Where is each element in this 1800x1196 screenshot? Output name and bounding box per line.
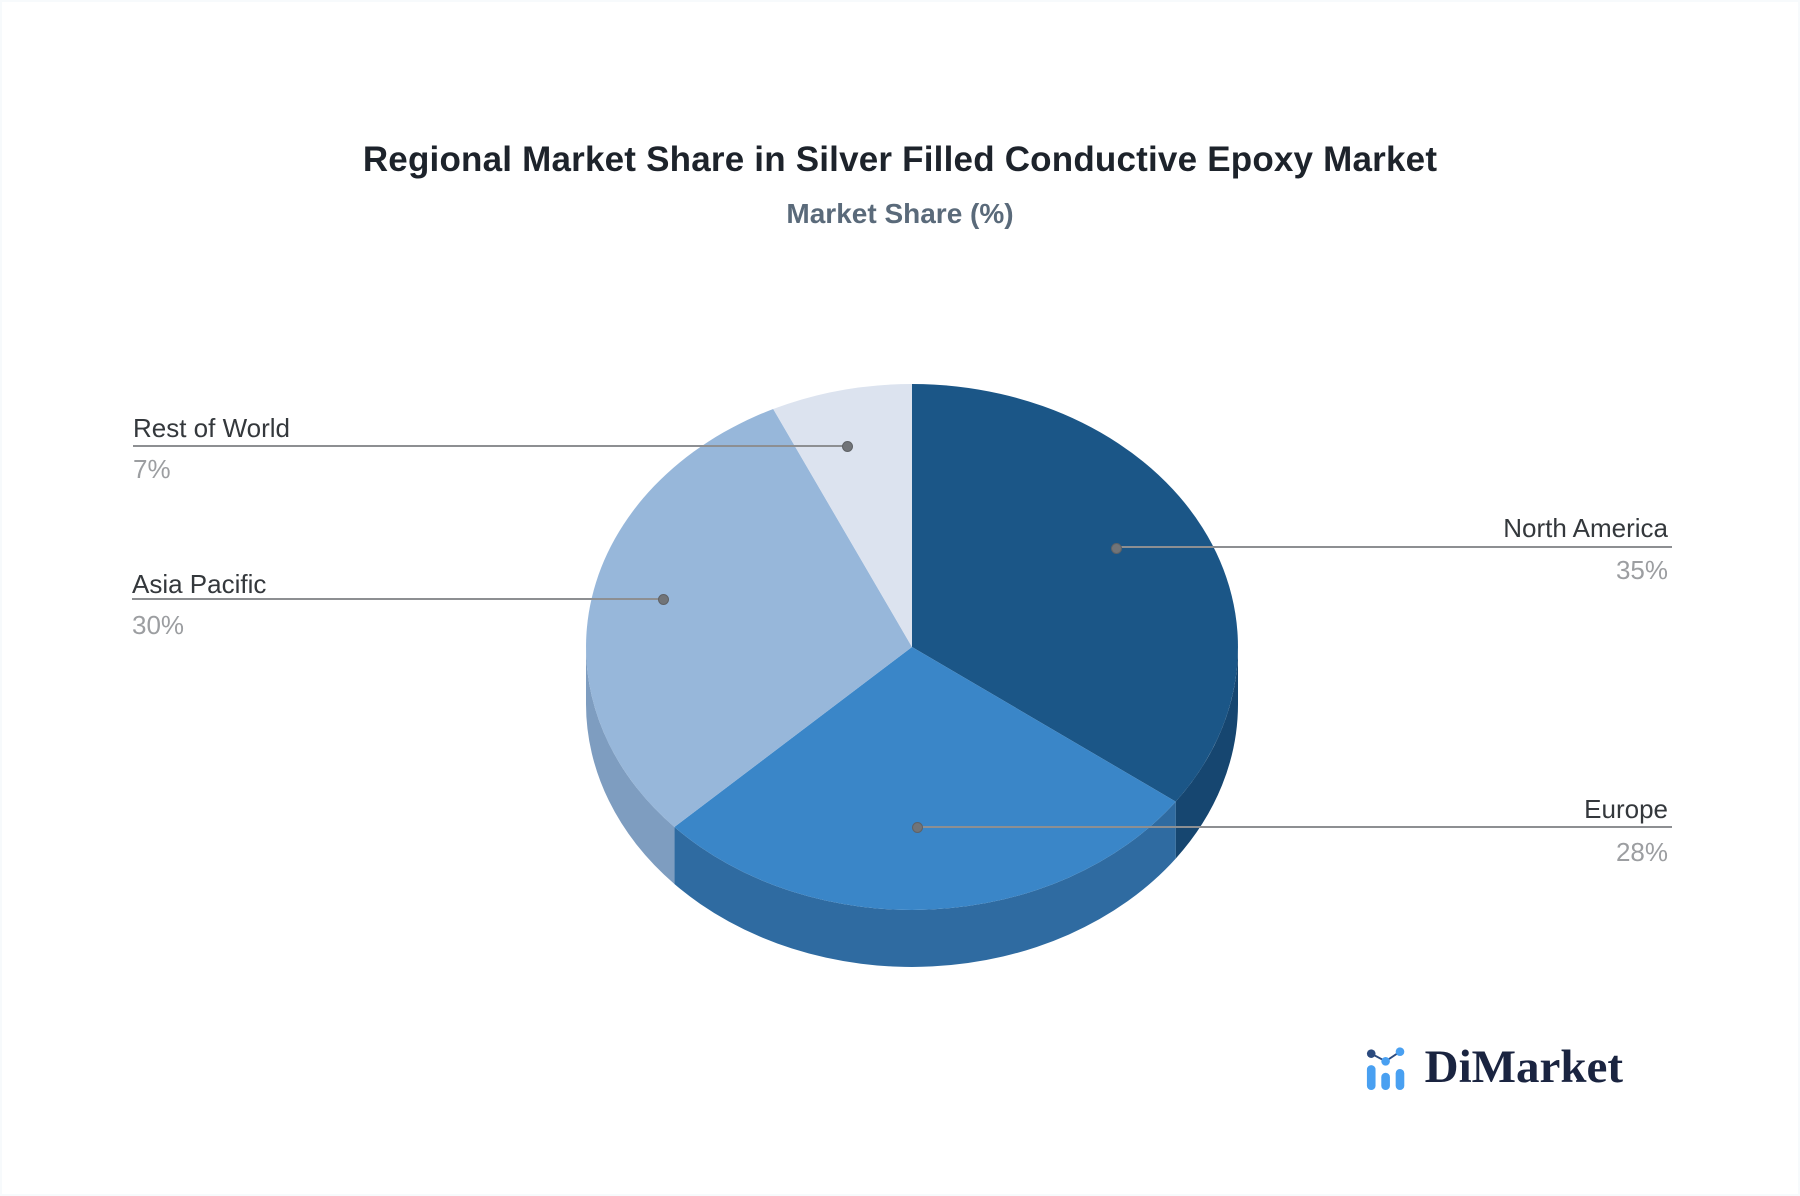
brand-logo-text: DiMarket bbox=[1424, 1041, 1623, 1093]
callout-line-europe bbox=[918, 826, 1672, 828]
callout-dot-europe bbox=[912, 822, 923, 833]
chart-subtitle: Market Share (%) bbox=[786, 198, 1014, 229]
callout-label-rest-of-world: Rest of World bbox=[133, 413, 291, 443]
callout-percent-rest-of-world: 7% bbox=[133, 454, 171, 484]
callout-line-north-america bbox=[1117, 546, 1672, 548]
callout-label-north-america: North America bbox=[1503, 513, 1668, 543]
brand-logo: DiMarket bbox=[1365, 1042, 1623, 1092]
callout-label-asia-pacific: Asia Pacific bbox=[132, 569, 267, 599]
callout-dot-north-america bbox=[1111, 543, 1122, 554]
callout-dot-rest-of-world bbox=[842, 441, 853, 452]
callout-line-asia-pacific bbox=[132, 598, 664, 600]
callout-label-europe: Europe bbox=[1584, 794, 1668, 824]
callout-dot-asia-pacific bbox=[658, 594, 669, 605]
callout-line-rest-of-world bbox=[133, 445, 848, 447]
callout-percent-north-america: 35% bbox=[1615, 555, 1668, 585]
callout-percent-asia-pacific: 30% bbox=[132, 610, 185, 640]
page-title: Regional Market Share in Silver Filled C… bbox=[362, 140, 1438, 179]
bar-chart-trend-icon bbox=[1366, 1047, 1404, 1091]
callout-percent-europe: 28% bbox=[1615, 837, 1668, 867]
